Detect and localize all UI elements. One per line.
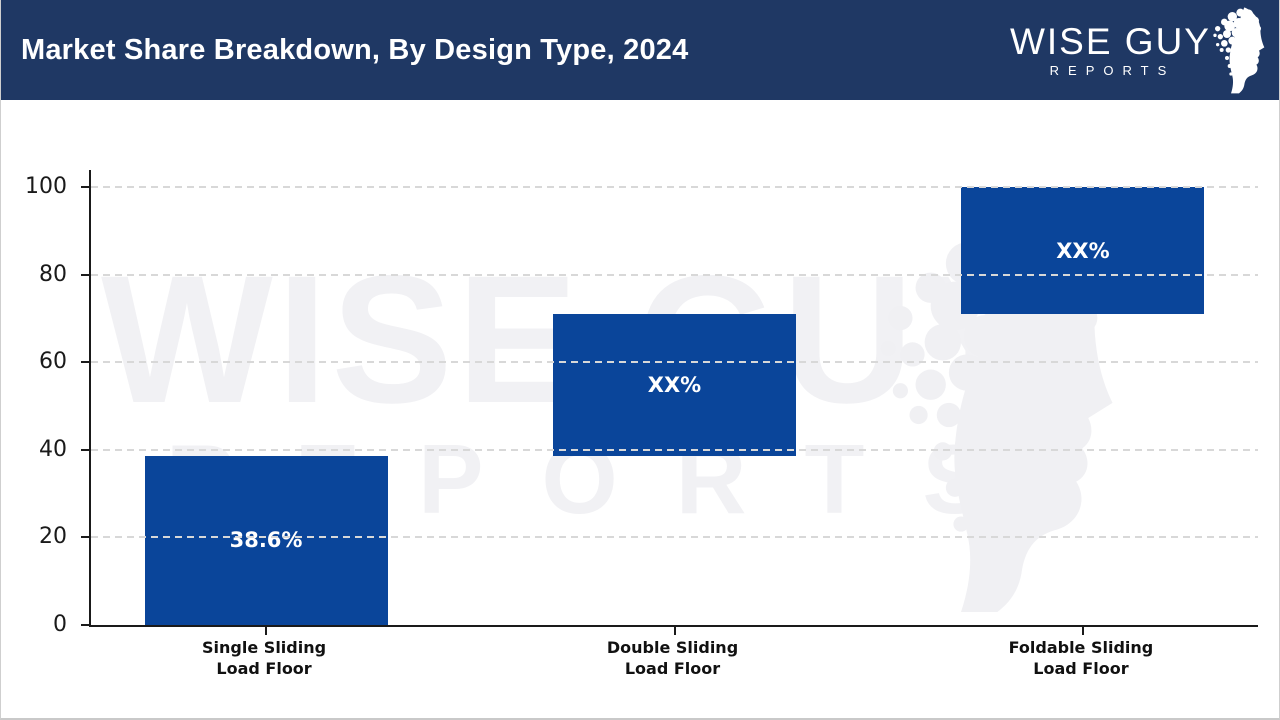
y-tick-mark: [81, 186, 89, 188]
y-tick-mark: [81, 361, 89, 364]
x-category-label: Double Sliding Load Floor: [606, 638, 739, 678]
y-tick-mark: [81, 624, 89, 626]
logo-wordmark: WISE GUY: [1009, 20, 1211, 62]
gridline: [91, 361, 1258, 364]
x-axis: Single Sliding Load Floor Double Sliding Lo…: [89, 637, 1258, 697]
y-tick-label: 100: [25, 174, 67, 199]
logo-text: WISE GUY REPORTS: [1009, 20, 1211, 78]
y-tick-label: 60: [39, 349, 67, 375]
y-tick-label: 20: [39, 524, 67, 550]
chart-title: Market Share Breakdown, By Design Type, …: [21, 33, 689, 66]
y-tick-label: 80: [39, 261, 67, 287]
wise-guy-logo: WISE GUY REPORTS: [1010, 6, 1267, 94]
logo-subtext: REPORTS: [1049, 62, 1176, 78]
x-tick-mark: [265, 627, 268, 635]
bar-value-label: XX%: [647, 372, 702, 397]
bar-value-label: XX%: [1056, 238, 1110, 263]
y-tick-mark: [81, 448, 89, 451]
logo-head-icon: [1213, 7, 1265, 94]
bar-value-label: 38.6%: [229, 528, 303, 553]
bar: XX%: [961, 187, 1205, 315]
x-tick-mark: [673, 627, 676, 635]
y-axis: 0 20 40 60 80 100: [1, 170, 79, 637]
header: Market Share Breakdown, By Design Type, …: [1, 0, 1279, 100]
x-category-label: Foldable Sliding Load Floor: [1008, 638, 1154, 678]
bar: XX%: [553, 314, 796, 456]
plot-area: 38.6% XX% XX%: [81, 170, 1258, 635]
y-tick-mark: [81, 536, 89, 539]
y-tick-mark: [81, 273, 89, 276]
y-tick-label: 0: [53, 612, 67, 637]
x-category-label: Single Sliding Load Floor: [202, 638, 327, 678]
gridline: [91, 273, 1258, 276]
bar: 38.6%: [144, 455, 388, 625]
x-tick-mark: [1081, 627, 1084, 635]
gridline: [91, 186, 1258, 188]
y-tick-label: 40: [39, 436, 67, 462]
gridline: [91, 536, 1258, 539]
gridline: [91, 448, 1258, 451]
